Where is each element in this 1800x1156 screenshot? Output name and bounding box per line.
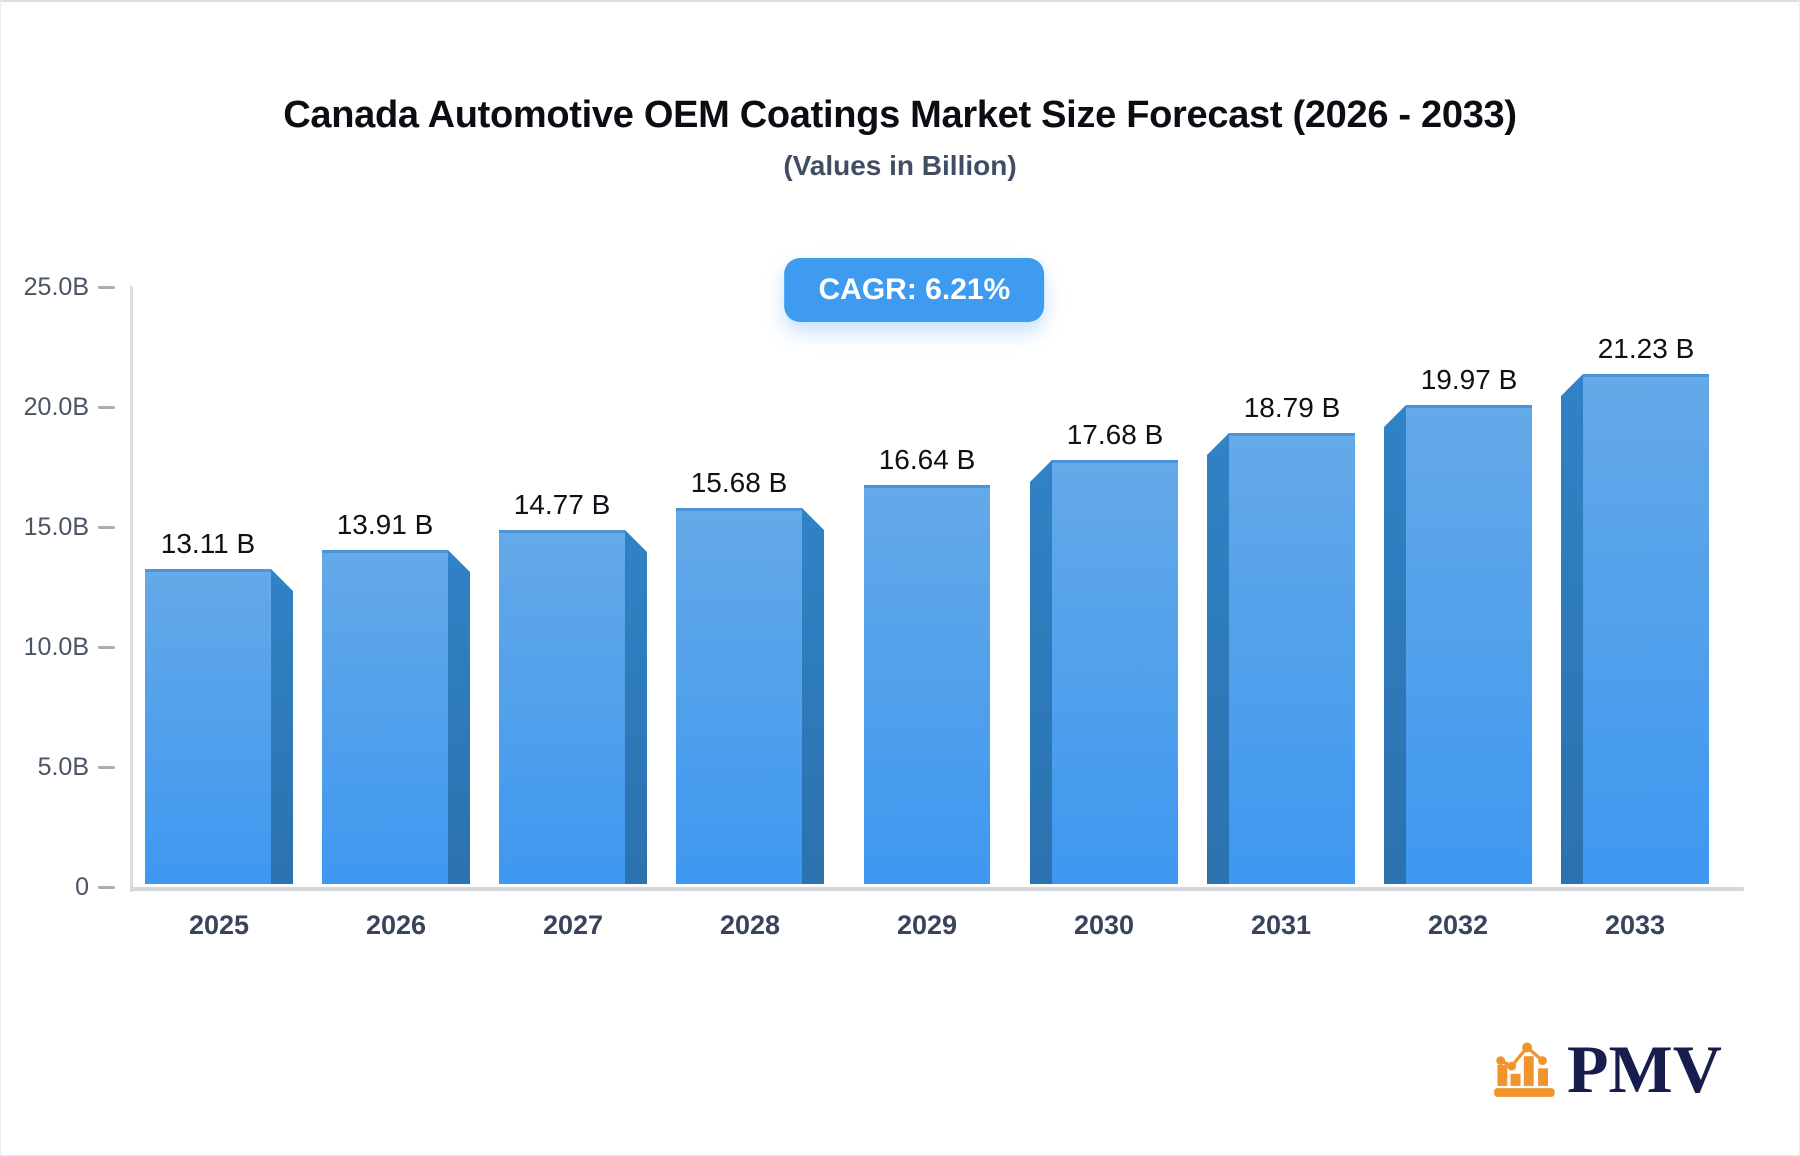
bar-front-face (1229, 433, 1355, 884)
bar-2029[interactable]: 16.64 B (864, 444, 990, 884)
y-tick-label: 0 (75, 873, 89, 901)
bar-front-face (1406, 405, 1532, 884)
y-tick-mark (98, 646, 115, 649)
bar-side-face (1384, 405, 1406, 884)
cagr-badge: CAGR: 6.21% (784, 258, 1045, 322)
x-axis-label-2030: 2030 (1073, 910, 1135, 940)
bar-front-face (322, 550, 448, 884)
bar-2025[interactable]: 13.11 B (145, 528, 293, 884)
bar-value-label: 19.97 B (1420, 364, 1518, 395)
bar-front-face (499, 530, 625, 884)
bar-chart-icon (1494, 1042, 1555, 1097)
bar-side-face (625, 530, 647, 884)
bar-2026[interactable]: 13.91 B (322, 509, 470, 884)
y-tick-mark (98, 886, 115, 889)
bar-front-face (864, 485, 990, 884)
bar-front-face (1052, 460, 1178, 884)
bar-2028[interactable]: 15.68 B (676, 467, 824, 884)
bar-2033[interactable]: 21.23 B (1561, 333, 1709, 884)
x-axis-label-2028: 2028 (719, 910, 781, 940)
y-tick-label: 20.0B (23, 393, 89, 421)
bar-front-face (1583, 374, 1709, 884)
bar-front-face (145, 569, 271, 884)
pmv-logo: PMV (1493, 1031, 1722, 1108)
y-axis-line (130, 286, 133, 892)
bar-2030[interactable]: 17.68 B (1030, 419, 1178, 884)
y-tick-mark (98, 526, 115, 529)
bar-value-label: 14.77 B (513, 489, 611, 520)
x-axis-label-2025: 2025 (188, 910, 250, 940)
x-axis-label-2026: 2026 (365, 910, 427, 940)
bar-2031[interactable]: 18.79 B (1207, 392, 1355, 884)
bar-side-face (271, 569, 293, 884)
y-tick-label: 25.0B (23, 273, 89, 301)
bar-side-face (448, 550, 470, 884)
x-axis-label-2031: 2031 (1250, 910, 1312, 940)
bar-side-face (1561, 374, 1583, 884)
y-tick-label: 15.0B (23, 513, 89, 541)
x-axis-label-2027: 2027 (542, 910, 604, 940)
bar-side-face (1207, 433, 1229, 884)
y-tick-mark (98, 406, 115, 409)
bar-2027[interactable]: 14.77 B (499, 489, 647, 884)
bar-value-label: 17.68 B (1066, 419, 1164, 450)
bar-side-face (802, 508, 824, 884)
y-tick-label: 10.0B (23, 633, 89, 661)
bar-side-face (1030, 460, 1052, 884)
x-axis-label-2032: 2032 (1427, 910, 1489, 940)
y-tick-label: 5.0B (37, 753, 89, 781)
x-axis-label-2033: 2033 (1604, 910, 1666, 940)
bar-front-face (676, 508, 802, 884)
x-axis-line (130, 887, 1744, 891)
bar-value-label: 13.11 B (160, 528, 256, 559)
chart-title: Canada Automotive OEM Coatings Market Si… (283, 94, 1517, 136)
pmv-logo-text: PMV (1567, 1031, 1722, 1108)
y-tick-mark (98, 766, 115, 769)
bar-value-label: 15.68 B (690, 467, 788, 498)
bar-2032[interactable]: 19.97 B (1384, 364, 1532, 884)
bar-value-label: 21.23 B (1597, 333, 1695, 364)
bar-value-label: 13.91 B (336, 509, 434, 540)
chart-subtitle: (Values in Billion) (783, 150, 1017, 181)
x-axis-label-2029: 2029 (896, 910, 958, 940)
bar-value-label: 16.64 B (878, 444, 976, 475)
y-tick-mark (98, 286, 115, 289)
bar-value-label: 18.79 B (1243, 392, 1341, 423)
